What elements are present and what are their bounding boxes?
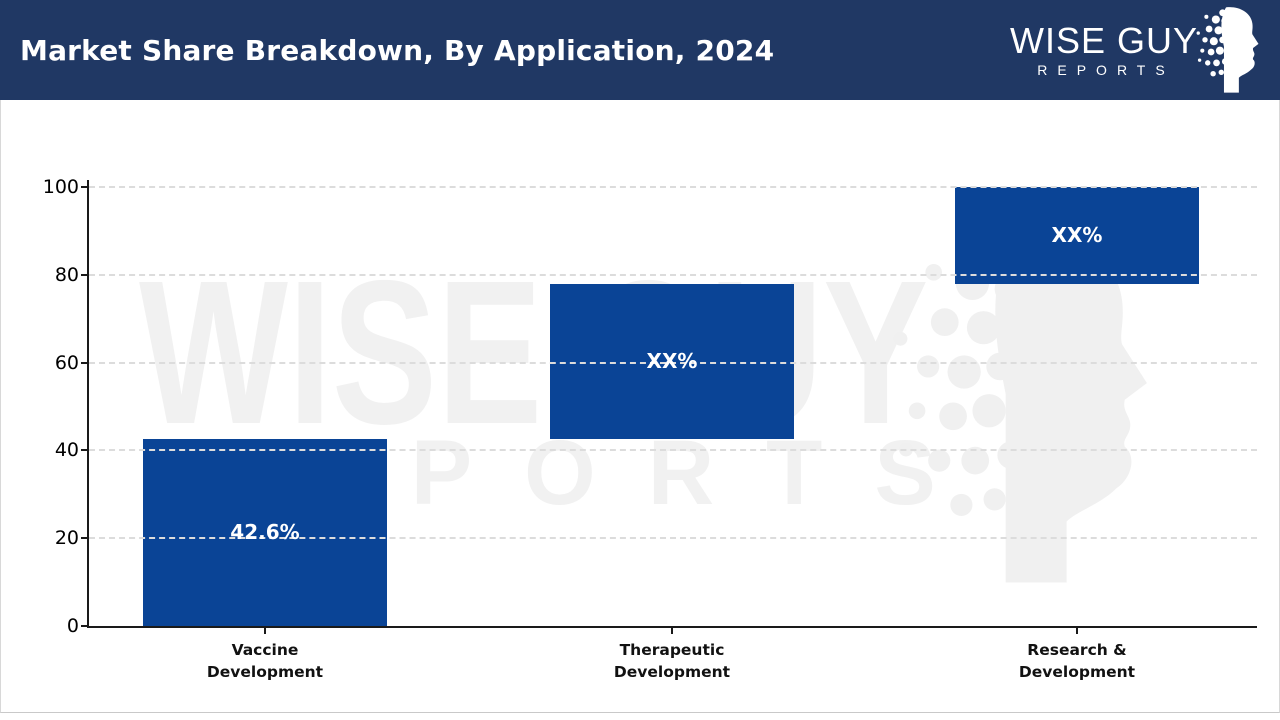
y-axis-tick-label: 100	[42, 176, 79, 198]
x-axis-category-line: Therapeutic	[619, 641, 725, 659]
x-axis-category-label-vaccine-development: Vaccine Development	[207, 640, 323, 683]
y-axis-tick-mark	[81, 449, 89, 452]
plot: 0 20 40 60 80 100 42.6% Vaccine Development XX% Th…	[1, 100, 1279, 712]
y-axis-tick-mark	[81, 625, 89, 627]
bar-therapeutic-development	[550, 283, 794, 439]
y-axis-tick-label: 60	[54, 351, 79, 374]
gridline-20	[89, 537, 1257, 540]
bar-value-label: XX%	[1051, 223, 1103, 248]
gridline-80	[89, 273, 1257, 276]
gridline-40	[89, 449, 1257, 452]
y-axis-tick-label: 80	[54, 263, 79, 286]
gridline-60	[89, 361, 1257, 364]
logo-wordmark: WISE GUY	[1009, 20, 1198, 62]
x-axis-category-line: Research &	[1027, 641, 1127, 659]
gridline-100	[89, 186, 1257, 188]
x-axis-tick-mark	[1076, 626, 1078, 634]
x-axis-tick-mark	[264, 626, 266, 634]
x-axis-category-line: Development	[613, 662, 731, 681]
header: Market Share Breakdown, By Application, …	[0, 0, 1280, 100]
y-axis-tick-label: 0	[66, 615, 79, 637]
page-title: Market Share Breakdown, By Application, …	[20, 33, 775, 67]
bar-vaccine-development	[143, 438, 387, 626]
x-axis-category-line: Vaccine	[231, 641, 299, 659]
y-axis-tick-mark	[81, 537, 89, 540]
logo-text: WISE GUY REPORTS	[1010, 22, 1198, 78]
y-axis-tick-label: 40	[54, 439, 79, 462]
logo-face-icon	[1196, 7, 1259, 93]
x-axis-category-line: Development	[1018, 662, 1136, 681]
x-axis-line	[87, 626, 1257, 628]
logo-subtext: REPORTS	[1037, 61, 1175, 78]
y-axis-line	[87, 180, 89, 628]
x-axis-category-label-research-development: Research & Development	[1019, 640, 1135, 683]
y-axis-tick-label: 20	[54, 527, 79, 550]
x-axis-tick-mark	[671, 626, 673, 634]
y-axis-tick-mark	[81, 273, 89, 276]
x-axis-category-label-therapeutic-development: Therapeutic Development	[614, 640, 730, 683]
wise-guy-logo: WISE GUY REPORTS	[1010, 4, 1268, 96]
bar-value-label: 42.6%	[230, 520, 300, 545]
x-axis-category-line: Development	[206, 662, 324, 681]
y-axis-tick-mark	[81, 186, 89, 188]
y-axis-tick-mark	[81, 361, 89, 364]
bar-value-label: XX%	[646, 349, 698, 374]
chart-area: WISE GUY REPORTS 0 20 40 60 80 100 42.6% Vaccin…	[0, 100, 1280, 713]
